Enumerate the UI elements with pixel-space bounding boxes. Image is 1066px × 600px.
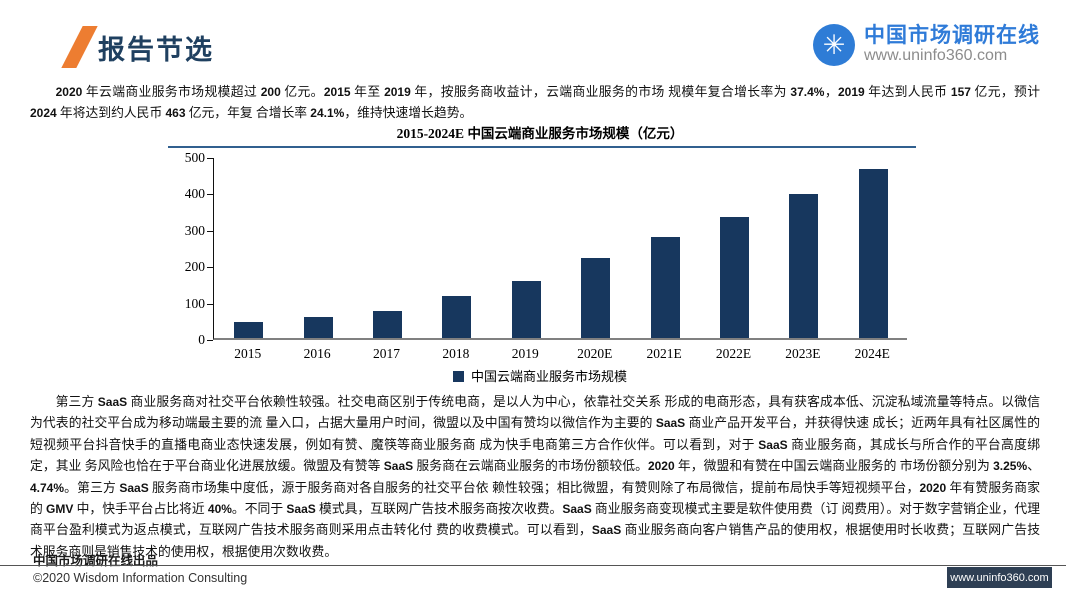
bar-2020E: [581, 257, 611, 338]
page-title: 报告节选: [98, 35, 214, 65]
x-tick-label: 2023E: [785, 346, 821, 361]
legend-label: 中国云端商业服务市场规模: [470, 369, 627, 384]
y-tick-mark: [207, 267, 213, 269]
chart-title: 2015-2024E 中国云端商业服务市场规模（亿元）: [396, 126, 684, 141]
x-tick-label: 2016: [303, 346, 331, 361]
footer-divider: [0, 565, 1066, 566]
site-logo[interactable]: ✳ 中国市场调研在线 www.uninfo360.com: [813, 24, 1040, 66]
x-tick-label: 2015: [234, 346, 262, 361]
bar-2018: [442, 296, 472, 338]
y-tick-label: 200: [184, 259, 205, 275]
y-tick-label: 300: [184, 222, 205, 238]
bar-2019: [511, 280, 541, 338]
x-tick-label: 2021E: [646, 346, 682, 361]
y-tick-mark: [207, 303, 213, 305]
bar-2023E: [789, 194, 819, 338]
x-tick-label: 2022E: [715, 346, 752, 361]
bar-2017: [373, 310, 402, 338]
y-tick-mark: [207, 340, 213, 341]
orange-slash-icon: [61, 26, 98, 68]
y-tick-mark: [207, 158, 213, 159]
y-tick-mark: [207, 194, 213, 196]
footer-brand-line: 中国市场调研在线出品: [33, 554, 159, 568]
bar-2016: [303, 316, 333, 338]
y-tick-label: 100: [184, 295, 205, 311]
legend-swatch: [452, 371, 464, 382]
bar-2022E: [720, 216, 749, 338]
y-tick-label: 400: [184, 186, 205, 202]
footer-copyright: ©2020 Wisdom Information Consulting: [33, 571, 248, 585]
x-tick-label: 2018: [442, 346, 470, 361]
y-tick-label: 0: [198, 332, 205, 347]
x-tick-label: 2024E: [854, 346, 890, 361]
y-tick-label: 500: [184, 150, 205, 165]
logo-site-url[interactable]: www.uninfo360.com: [864, 47, 1008, 65]
chart-legend: 中国云端商业服务市场规模: [160, 366, 920, 385]
footer-url-badge[interactable]: www.uninfo360.com: [947, 567, 1052, 588]
x-tick-label: 2017: [373, 346, 400, 361]
chart-title-divider: [168, 146, 916, 148]
bar-2024E: [858, 169, 888, 338]
y-tick-mark: [207, 230, 213, 232]
market-size-bar-chart: 2015-2024E 中国云端商业服务市场规模（亿元） 0 100 200 300 40…: [160, 120, 920, 384]
body-paragraph: 第三方 SaaS 商业服务商对社交平台依赖性较强。社交电商区别于传统电商，是以人…: [30, 395, 1041, 559]
bar-2021E: [650, 236, 680, 338]
logo-site-name: 中国市场调研在线: [864, 24, 1040, 48]
x-tick-label: 2019: [511, 346, 539, 361]
logo-text: 中国市场调研在线 www.uninfo360.com: [864, 24, 1040, 65]
compass-snowflake-icon: ✳: [813, 24, 855, 66]
intro-paragraph: 2020 年云端商业服务市场规模超过 200 亿元。2015 年至 2019 年…: [30, 85, 1041, 120]
chart-plot-area: [213, 158, 907, 340]
x-tick-label: 2020E: [577, 346, 613, 361]
bar-2015: [234, 321, 264, 338]
